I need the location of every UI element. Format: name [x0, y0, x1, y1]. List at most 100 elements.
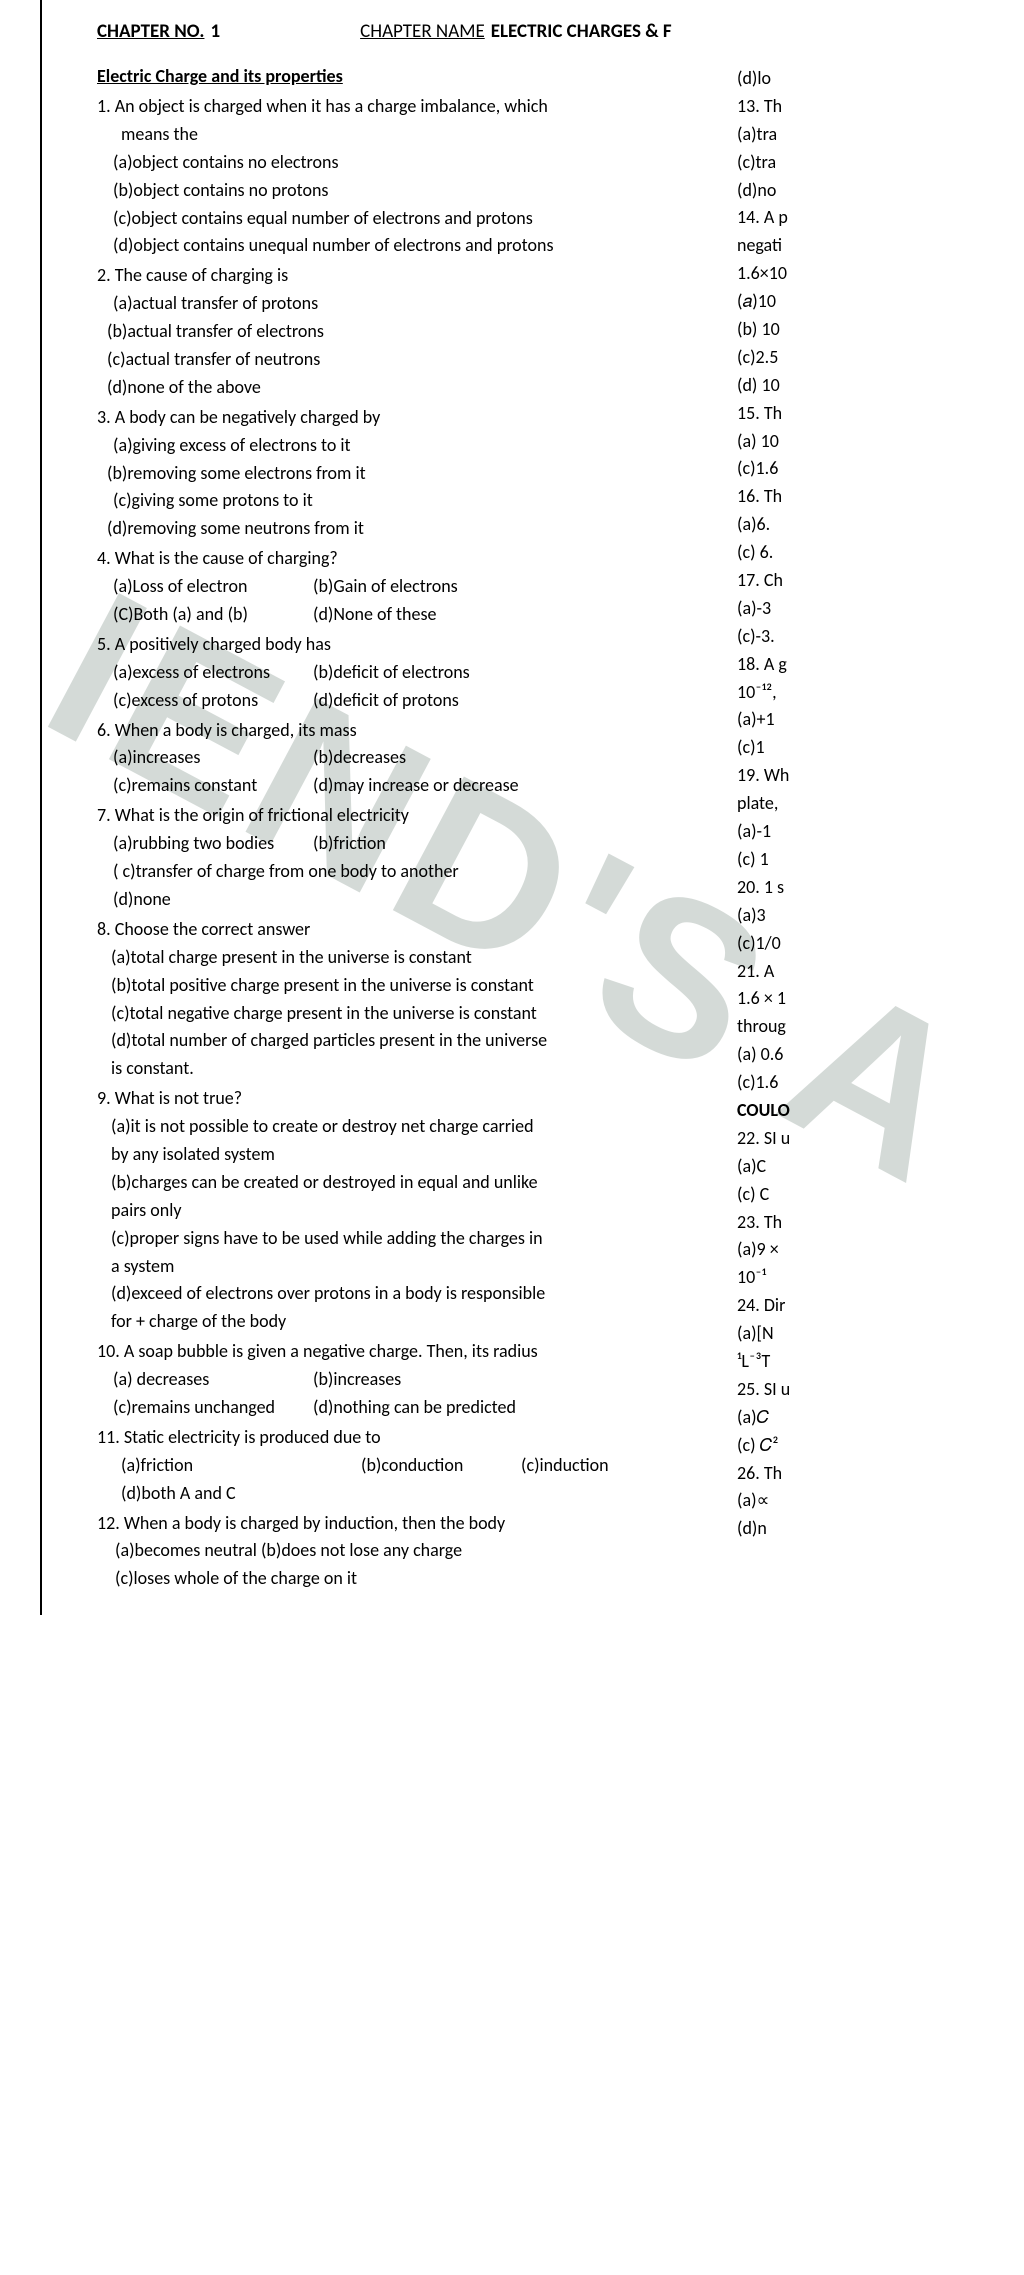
right-line: (c)1/0	[737, 930, 1024, 958]
question-text: 7. What is the origin of frictional elec…	[97, 802, 717, 830]
right-line: (c)tra	[737, 149, 1024, 177]
right-line: (a)tra	[737, 121, 1024, 149]
option-a: (a)excess of electrons	[113, 659, 293, 687]
right-line: 20. 1 s	[737, 874, 1024, 902]
right-line: 24. Dir	[737, 1292, 1024, 1320]
right-line: (a)9 ×	[737, 1236, 1024, 1264]
option-c: (c)remains unchanged	[113, 1394, 293, 1422]
option-c: (c)object contains equal number of elect…	[97, 205, 717, 233]
option-c: (c)remains constant	[113, 772, 293, 800]
option-a: (a)friction	[121, 1452, 341, 1480]
right-line: 10⁻¹	[737, 1264, 1024, 1292]
question-text: 2. The cause of charging is	[97, 262, 717, 290]
option-a: (a)Loss of electron	[113, 573, 293, 601]
question-12: 12. When a body is charged by induction,…	[97, 1510, 717, 1594]
option-d: (d)total number of charged particles pre…	[97, 1027, 717, 1055]
right-line: 21. A	[737, 958, 1024, 986]
right-line: 23. Th	[737, 1209, 1024, 1237]
option-d: (d)may increase or decrease	[313, 772, 519, 800]
chapter-no-value: 1	[210, 20, 220, 43]
question-text: 4. What is the cause of charging?	[97, 545, 717, 573]
right-line: (a) 10	[737, 428, 1024, 456]
question-text: 12. When a body is charged by induction,…	[97, 1510, 717, 1538]
right-line: negati	[737, 232, 1024, 260]
left-column: Electric Charge and its properties 1. An…	[97, 65, 737, 1595]
right-line: 26. Th	[737, 1460, 1024, 1488]
option-c: (c)induction	[521, 1452, 621, 1480]
right-line: 14. A p	[737, 204, 1024, 232]
right-line: 25. SI u	[737, 1376, 1024, 1404]
question-5: 5. A positively charged body has (a)exce…	[97, 631, 717, 715]
right-line: 15. Th	[737, 400, 1024, 428]
option-a: (a)giving excess of electrons to it	[97, 432, 717, 460]
question-text: 8. Choose the correct answer	[97, 916, 717, 944]
question-7: 7. What is the origin of frictional elec…	[97, 802, 717, 914]
right-line: 19. Wh	[737, 762, 1024, 790]
right-line: (a)+1	[737, 706, 1024, 734]
option-d: (d)nothing can be predicted	[313, 1394, 516, 1422]
right-line: (a) 0.6	[737, 1041, 1024, 1069]
document-page: CHAPTER NO. 1 CHAPTER NAME ELECTRIC CHAR…	[40, 0, 1024, 1615]
question-text: 6. When a body is charged, its mass	[97, 717, 717, 745]
right-line: (c)2.5	[737, 344, 1024, 372]
right-line: (d)lo	[737, 65, 1024, 93]
option-c: (C)Both (a) and (b)	[113, 601, 293, 629]
right-line: 22. SI u	[737, 1125, 1024, 1153]
chapter-name-value: ELECTRIC CHARGES & F	[491, 20, 672, 43]
option-b: (b)friction	[313, 830, 493, 858]
section-title: Electric Charge and its properties	[97, 65, 717, 87]
right-line: 16. Th	[737, 483, 1024, 511]
option-c: (c)excess of protons	[113, 687, 293, 715]
question-text: 9. What is not true?	[97, 1085, 717, 1113]
right-column: (d)lo13. Th(a)tra(c)tra(d)no14. A pnegat…	[737, 65, 1024, 1595]
question-4: 4. What is the cause of charging? (a)Los…	[97, 545, 717, 629]
option-c: (c)giving some protons to it	[97, 487, 717, 515]
option-a: (a)object contains no electrons	[97, 149, 717, 177]
question-text: 3. A body can be negatively charged by	[97, 404, 717, 432]
option-d: (d)none	[97, 886, 717, 914]
right-line: (c)-3.	[737, 623, 1024, 651]
right-line: COULO	[737, 1097, 1024, 1125]
question-10: 10. A soap bubble is given a negative ch…	[97, 1338, 717, 1422]
question-6: 6. When a body is charged, its mass (a)i…	[97, 717, 717, 801]
chapter-no-label: CHAPTER NO.	[97, 20, 204, 43]
option-d: (d)exceed of electrons over protons in a…	[97, 1280, 717, 1308]
right-line: 17. Ch	[737, 567, 1024, 595]
right-line: (a)6.	[737, 511, 1024, 539]
option-d-cont: is constant.	[97, 1055, 717, 1083]
option-a: (a)rubbing two bodies	[113, 830, 293, 858]
option-c-cont: a system	[97, 1253, 717, 1281]
header-row: CHAPTER NO. 1 CHAPTER NAME ELECTRIC CHAR…	[97, 20, 1024, 43]
option-b-cont: pairs only	[97, 1197, 717, 1225]
question-text: 10. A soap bubble is given a negative ch…	[97, 1338, 717, 1366]
right-line: (c) 1	[737, 846, 1024, 874]
right-line: (a)[N	[737, 1320, 1024, 1348]
right-line: 13. Th	[737, 93, 1024, 121]
question-2: 2. The cause of charging is (a)actual tr…	[97, 262, 717, 401]
question-1: 1. An object is charged when it has a ch…	[97, 93, 717, 260]
option-b: (b)deficit of electrons	[313, 659, 493, 687]
option-a: (a)total charge present in the universe …	[97, 944, 717, 972]
right-line: (d)no	[737, 177, 1024, 205]
option-a-cont: by any isolated system	[97, 1141, 717, 1169]
question-9: 9. What is not true? (a)it is not possib…	[97, 1085, 717, 1336]
right-line: 18. A g	[737, 651, 1024, 679]
option-b: (b)conduction	[361, 1452, 501, 1480]
option-d-cont: for + charge of the body	[97, 1308, 717, 1336]
option-b: (b)removing some electrons from it	[97, 460, 717, 488]
right-line: (d)n	[737, 1515, 1024, 1543]
option-c: (c)loses whole of the charge on it	[97, 1565, 717, 1593]
option-c: (c)total negative charge present in the …	[97, 1000, 717, 1028]
option-b: (b)increases	[313, 1366, 493, 1394]
option-a: (a)it is not possible to create or destr…	[97, 1113, 717, 1141]
right-line: (c) 𝐶²	[737, 1432, 1024, 1460]
option-d: (d)object contains unequal number of ele…	[97, 232, 717, 260]
option-d: (d)None of these	[313, 601, 493, 629]
option-ab: (a)becomes neutral (b)does not lose any …	[97, 1537, 717, 1565]
question-text: 11. Static electricity is produced due t…	[97, 1424, 717, 1452]
right-line: 1.6 × 1	[737, 985, 1024, 1013]
right-line: ¹L⁻³T	[737, 1348, 1024, 1376]
option-d: (d)deficit of protons	[313, 687, 493, 715]
right-line: (a)C	[737, 1153, 1024, 1181]
right-line: (b) 10	[737, 316, 1024, 344]
